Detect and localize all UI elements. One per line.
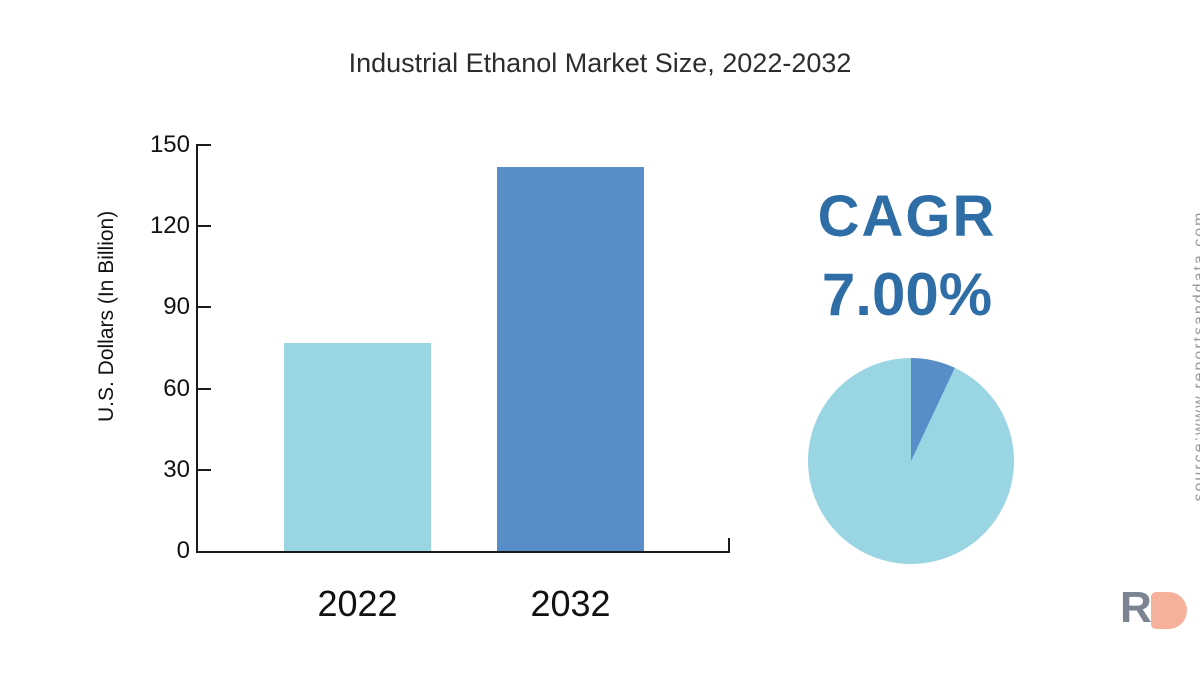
y-tick-mark [198,306,211,309]
reportsanddata-logo: R [1120,583,1190,638]
y-tick-mark [198,144,211,146]
cagr-pie-chart [808,358,1014,564]
y-tick-label: 30 [163,455,190,483]
y-tick-mark [198,225,211,228]
logo-letter-r: R [1120,583,1152,632]
x-axis-end-tick [728,538,730,551]
cagr-label: CAGR [817,184,997,249]
bar-2032 [497,166,644,551]
y-axis-line [196,144,198,553]
x-tick-label: 2032 [530,583,611,624]
y-tick-label: 150 [149,131,190,158]
x-tick-label: 2022 [317,583,398,624]
cagr-value: 7.00% [821,261,993,329]
logo-d-icon [1151,592,1187,629]
x-axis-line [196,551,730,553]
y-tick-label: 60 [163,374,190,402]
bar-2022 [284,342,431,551]
y-tick-mark [198,387,211,390]
y-axis-label: U.S. Dollars (In Billion) [95,210,118,422]
cagr-callout: CAGR 7.00% [782,178,1032,335]
chart-title: Industrial Ethanol Market Size, 2022-203… [348,48,852,78]
source-attribution: source:www.reportsanddata.com [1191,210,1200,502]
y-tick-label: 0 [176,537,190,564]
y-tick-label: 120 [149,212,190,240]
y-tick-mark [198,468,211,471]
y-tick-label: 90 [163,293,190,321]
